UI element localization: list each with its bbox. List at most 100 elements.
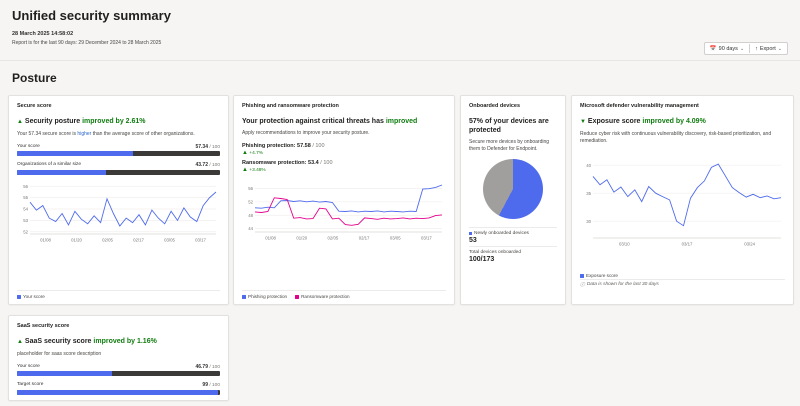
bar-label: Your score xyxy=(17,143,40,149)
svg-text:44: 44 xyxy=(248,226,253,231)
bar-value: 43.72 / 100 xyxy=(195,162,220,169)
legend-item: Exposure score xyxy=(580,273,618,278)
increase-icon: ▲ xyxy=(17,339,23,345)
controls-divider xyxy=(749,44,751,53)
saas-score-description: placeholder for saas score description xyxy=(17,350,102,357)
bar-value: 99 / 100 xyxy=(202,382,220,389)
higher-link[interactable]: higher xyxy=(77,130,92,137)
stat-value: 53 xyxy=(469,237,477,245)
exposure-score-headline: ▼ Exposure score improved by 4.09% xyxy=(580,117,785,127)
svg-text:48: 48 xyxy=(248,213,253,218)
svg-text:03/05: 03/05 xyxy=(390,236,401,241)
calendar-icon: 📅 xyxy=(709,45,717,52)
legend-label: Your score xyxy=(23,294,45,299)
svg-text:02/05: 02/05 xyxy=(102,237,113,242)
delta-value: +3.48% xyxy=(249,168,266,174)
export-button[interactable]: ↑ Export ⌄ xyxy=(750,43,787,54)
stat-value: 57.58 xyxy=(297,143,311,150)
svg-text:35: 35 xyxy=(586,191,591,196)
stat-label: Total devices onboarded xyxy=(469,250,522,256)
exposure-score-legend: Exposure score xyxy=(580,273,785,278)
posture-section-title: Posture xyxy=(12,71,57,85)
progress-track xyxy=(17,151,220,157)
headline-highlight: improved by 2.61% xyxy=(82,118,146,125)
svg-text:02/17: 02/17 xyxy=(359,236,370,241)
time-range-selector[interactable]: 📅 90 days ⌄ xyxy=(705,43,749,54)
data-range-footnote: ⓘ Data is shown for the last 30 days xyxy=(580,281,659,288)
your-score-bar: Your score 57.34 / 100 xyxy=(17,144,220,157)
card-title-vulnerability-management: Microsoft defender vulnerability managem… xyxy=(580,103,699,109)
svg-text:40: 40 xyxy=(586,163,591,168)
svg-text:56: 56 xyxy=(248,186,253,191)
svg-text:52: 52 xyxy=(248,200,253,205)
page-title: Unified security summary xyxy=(12,8,171,23)
svg-text:56: 56 xyxy=(23,184,28,189)
legend-swatch xyxy=(295,294,300,299)
info-icon: ⓘ xyxy=(580,283,585,288)
progress-fill xyxy=(17,151,134,157)
stat-value: 100/173 xyxy=(469,256,495,264)
onboarded-devices-description: Secure more devices by onboarding them t… xyxy=(469,139,550,153)
headline-highlight: improved by 4.09% xyxy=(642,118,706,125)
decrease-icon: ▼ xyxy=(580,119,586,125)
svg-text:55: 55 xyxy=(23,195,28,200)
secure-score-headline: ▲ Security posture improved by 2.61% xyxy=(17,117,220,127)
headline-text: SaaS security score xyxy=(24,338,92,345)
threat-protection-description: Apply recommendations to improve your se… xyxy=(242,130,370,137)
export-label: Export xyxy=(759,45,776,52)
chevron-down-icon: ⌄ xyxy=(777,45,782,52)
similar-orgs-bar: Organizations of a similar size 43.72 / … xyxy=(17,162,220,175)
stat-label: Phishing protection: xyxy=(242,143,296,150)
description-post: than the average score of other organiza… xyxy=(92,130,195,137)
phishing-stat: Phishing protection: 57.58 / 100 ▲ +4.7% xyxy=(242,143,446,156)
chevron-down-icon: ⌄ xyxy=(739,45,745,52)
progress-track xyxy=(17,371,220,377)
ransomware-stat: Ransomware protection: 53.4 / 100 ▲ +3.4… xyxy=(242,160,446,173)
secure-score-legend: Your score xyxy=(17,290,220,299)
delta-value: +4.7% xyxy=(249,151,264,157)
svg-text:01/20: 01/20 xyxy=(296,236,307,241)
progress-fill xyxy=(17,389,218,395)
svg-text:01/20: 01/20 xyxy=(71,237,82,242)
legend-swatch xyxy=(242,294,246,299)
increase-icon: ▲ xyxy=(242,167,248,174)
bar-value: 57.34 / 100 xyxy=(195,143,220,150)
threat-protection-chart: 44 48 52 56 01/08 01/20 02/05 02/17 03/05 03/17 xyxy=(242,177,446,241)
stat-max: / 100 xyxy=(320,160,333,167)
headline-text: of your devices are protected xyxy=(469,118,549,135)
svg-text:30: 30 xyxy=(586,219,591,224)
legend-swatch xyxy=(17,294,21,299)
onboarded-devices-card: Onboarded devices 57% of your devices ar… xyxy=(460,95,566,305)
svg-text:03/17: 03/17 xyxy=(682,241,693,246)
svg-text:01/08: 01/08 xyxy=(265,236,276,241)
saas-score-headline: ▲ SaaS security score improved by 1.16% xyxy=(17,337,220,347)
legend-item: Ransomware protection xyxy=(295,294,350,299)
increase-icon: ▲ xyxy=(242,150,248,157)
svg-text:52: 52 xyxy=(23,229,28,234)
vulnerability-management-description: Reduce cyber risk with continuous vulner… xyxy=(580,130,772,144)
progress-fill xyxy=(17,169,106,175)
increase-icon: ▲ xyxy=(17,119,23,125)
card-title-onboarded-devices: Onboarded devices xyxy=(469,103,521,109)
bar-label: Your score xyxy=(17,363,40,369)
headline-highlight: improved xyxy=(385,118,418,125)
progress-track xyxy=(17,389,220,395)
report-timestamp: 28 March 2025 14:58:02 xyxy=(12,31,74,37)
headline-text: Security posture xyxy=(24,118,81,125)
stat-label: Ransomware protection: xyxy=(242,160,307,167)
stat-label: Newly onboarded devices xyxy=(474,231,529,237)
headline-text: Exposure score xyxy=(587,118,641,125)
ransomware-delta: ▲ +3.48% xyxy=(242,167,446,173)
svg-text:03/17: 03/17 xyxy=(195,237,206,242)
headline-text: Your protection against critical threats… xyxy=(242,118,384,125)
legend-item: Your score xyxy=(17,294,45,299)
card-title-threat-protection: Phishing and ransomware protection xyxy=(242,103,339,109)
onboarded-devices-pie-chart xyxy=(483,159,543,220)
svg-text:02/17: 02/17 xyxy=(133,237,144,242)
header-controls: 📅 90 days ⌄ ↑ Export ⌄ xyxy=(703,42,788,55)
legend-label: Exposure score xyxy=(586,273,618,278)
svg-text:03/17: 03/17 xyxy=(421,236,432,241)
legend-label: Ransomware protection xyxy=(301,294,350,299)
footnote-divider xyxy=(580,279,785,280)
